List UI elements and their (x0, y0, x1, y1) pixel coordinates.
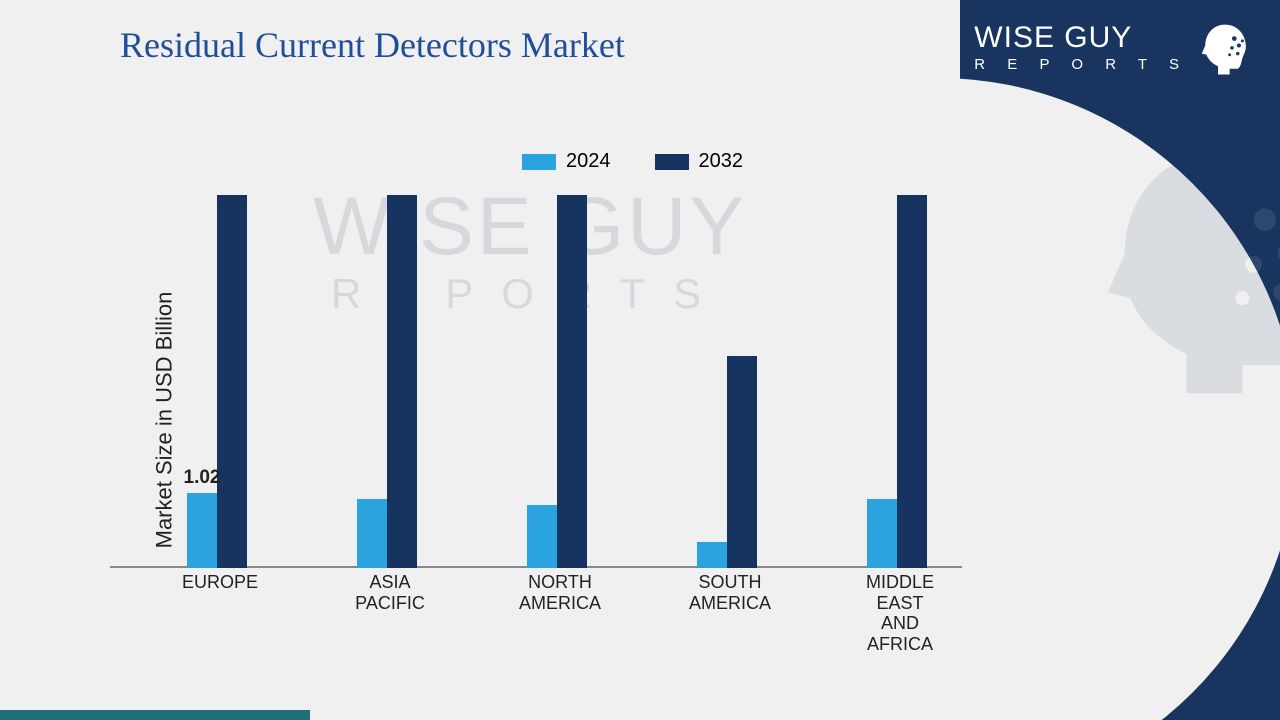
x-axis-category-label: MIDDLEEASTANDAFRICA (825, 572, 975, 655)
plot-area: 1.02 (110, 188, 962, 568)
bar-2024 (697, 542, 727, 568)
canvas: WISE GUY R E P O R T S Residual Current … (0, 0, 1280, 720)
x-axis-category-label: NORTHAMERICA (485, 572, 635, 613)
legend-swatch-2024 (522, 154, 556, 170)
bar-2032 (727, 356, 757, 568)
brand-line2: R E P O R T S (974, 55, 1188, 75)
bar-2032 (897, 195, 927, 568)
head-icon (1196, 20, 1254, 78)
bottom-accent-strip (0, 710, 310, 720)
bar-chart: Market Size in USD Billion 2024 2032 1.0… (42, 150, 972, 690)
brand-line1: WISE GUY (974, 23, 1132, 53)
bar-value-label: 1.02 (172, 467, 232, 489)
brand-logo: WISE GUY R E P O R T S (974, 20, 1254, 78)
brand-text: WISE GUY R E P O R T S (974, 23, 1188, 75)
bar-2032 (557, 195, 587, 568)
chart-title: Residual Current Detectors Market (120, 24, 625, 66)
bar-2024 (187, 493, 217, 568)
legend: 2024 2032 (522, 150, 743, 173)
bar-2024 (867, 499, 897, 568)
x-axis-category-label: SOUTHAMERICA (655, 572, 805, 613)
legend-label-2024: 2024 (566, 150, 611, 173)
bar-2032 (387, 195, 417, 568)
x-axis-category-label: ASIAPACIFIC (315, 572, 465, 613)
legend-swatch-2032 (655, 154, 689, 170)
legend-item-2032: 2032 (655, 150, 744, 173)
legend-label-2032: 2032 (699, 150, 744, 173)
x-axis-category-label: EUROPE (145, 572, 295, 593)
bar-2024 (527, 505, 557, 568)
legend-item-2024: 2024 (522, 150, 611, 173)
bar-2024 (357, 499, 387, 568)
watermark-head-icon (1080, 130, 1280, 410)
bar-2032 (217, 195, 247, 568)
